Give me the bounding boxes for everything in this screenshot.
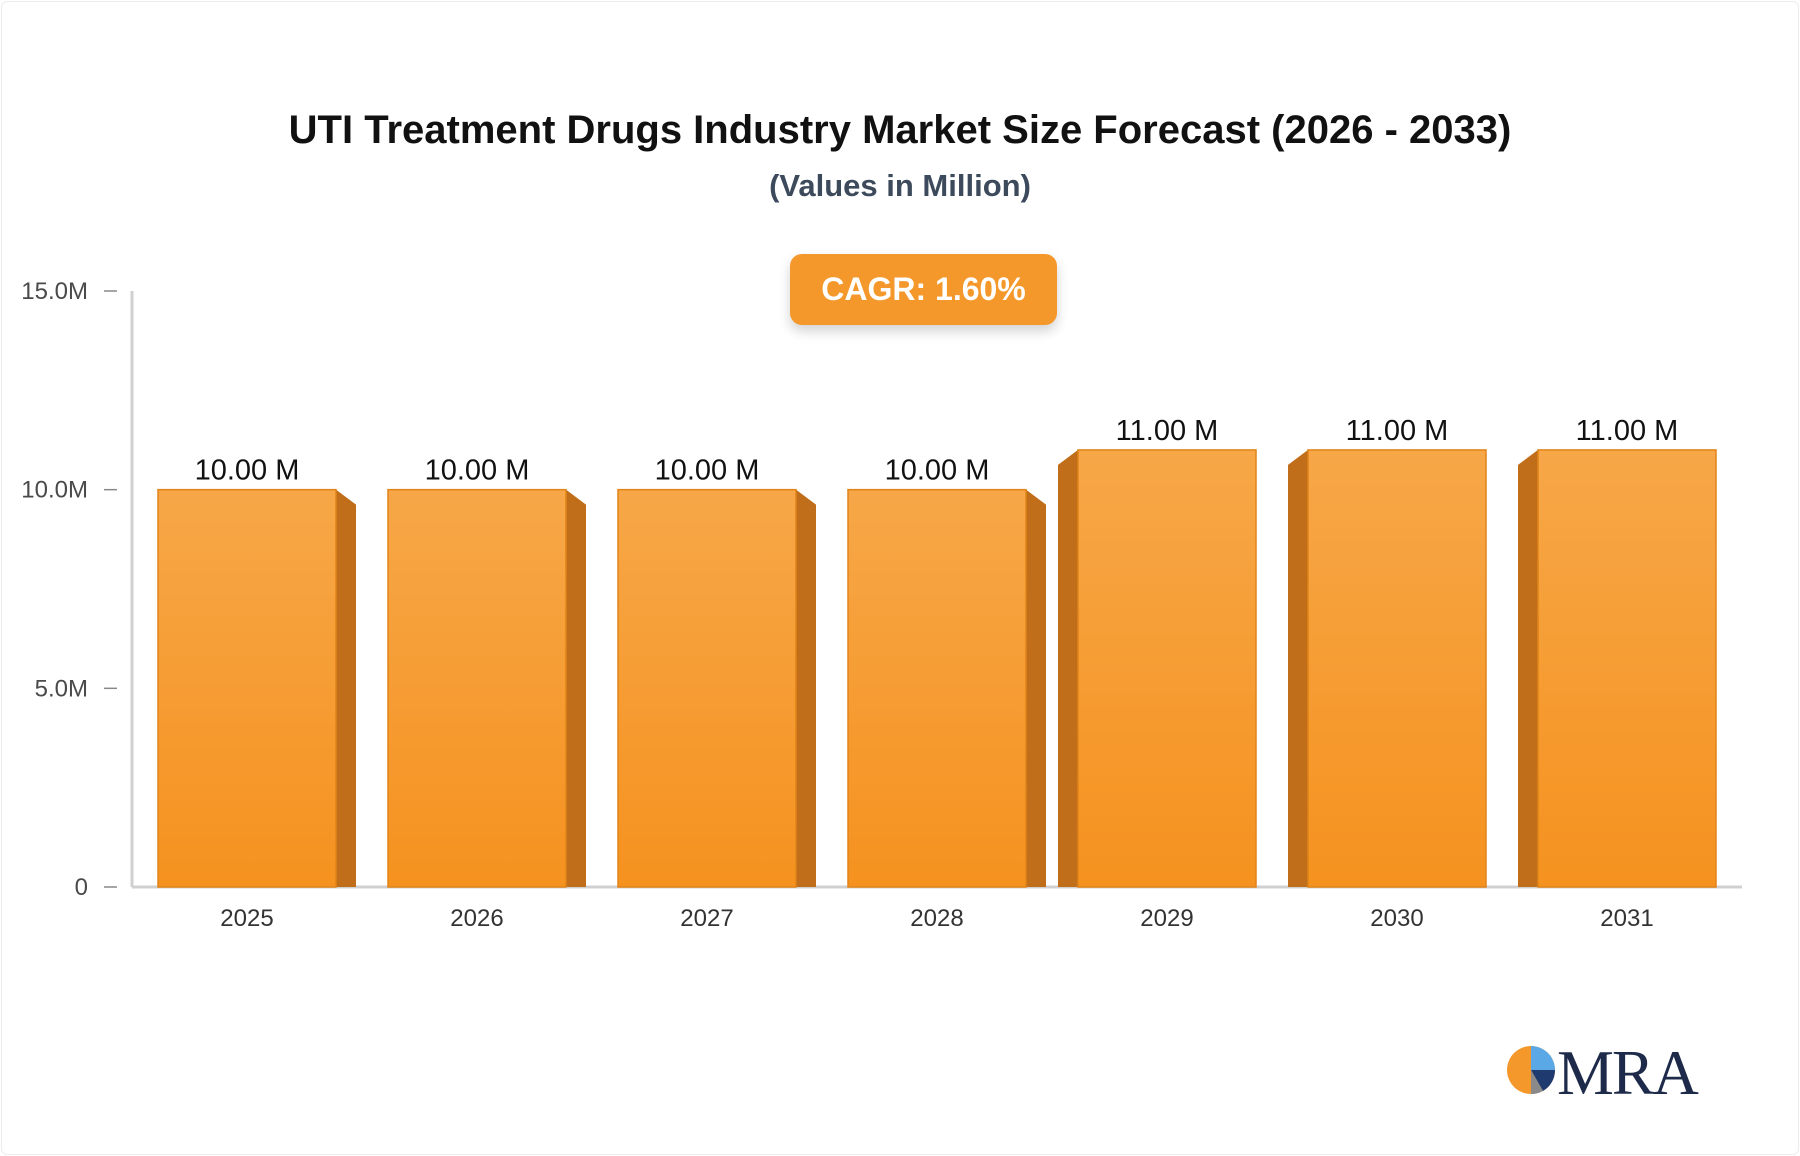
y-tick-label: 5.0M — [35, 675, 88, 702]
y-tick-label: 15.0M — [21, 278, 88, 305]
bar-2030 — [1307, 449, 1487, 888]
bar-side-2028 — [1026, 489, 1046, 887]
bar-2025 — [157, 488, 337, 888]
y-tick-label: 0 — [75, 874, 88, 901]
data-label: 10.00 M — [655, 455, 760, 487]
logo-text: MRA — [1557, 1037, 1699, 1108]
x-tick-label: 2031 — [1600, 905, 1653, 932]
bar-side-2025 — [336, 489, 356, 887]
data-label: 11.00 M — [1116, 415, 1219, 447]
logo-pie-icon — [1507, 1046, 1556, 1095]
x-tick-label: 2025 — [220, 905, 273, 932]
data-label: 11.00 M — [1576, 415, 1679, 447]
y-tick-label: 10.0M — [21, 477, 88, 504]
x-tick-label: 2030 — [1370, 905, 1423, 932]
mra-logo: MRA — [1505, 1037, 1699, 1108]
cagr-badge: CAGR: 1.60% — [790, 254, 1057, 325]
data-label: 10.00 M — [885, 455, 990, 487]
x-tick-label: 2029 — [1140, 905, 1193, 932]
bar-side-2026 — [566, 489, 586, 887]
bar-side-2031 — [1518, 449, 1538, 887]
bar-2031 — [1537, 449, 1717, 888]
bar-side-2027 — [796, 489, 816, 887]
x-tick-label: 2026 — [450, 905, 503, 932]
data-label: 10.00 M — [195, 455, 300, 487]
bar-side-2029 — [1058, 449, 1078, 887]
bar-2028 — [847, 488, 1027, 888]
x-tick-label: 2027 — [680, 905, 733, 932]
bar-side-2030 — [1288, 449, 1308, 887]
chart-title: UTI Treatment Drugs Industry Market Size… — [288, 108, 1512, 152]
bar-2027 — [617, 488, 797, 888]
chart-subtitle: (Values in Million) — [769, 168, 1031, 203]
x-tick-label: 2028 — [910, 905, 963, 932]
bar-2029 — [1077, 449, 1257, 888]
data-label: 10.00 M — [425, 455, 530, 487]
data-label: 11.00 M — [1346, 415, 1449, 447]
bar-2026 — [387, 488, 567, 888]
